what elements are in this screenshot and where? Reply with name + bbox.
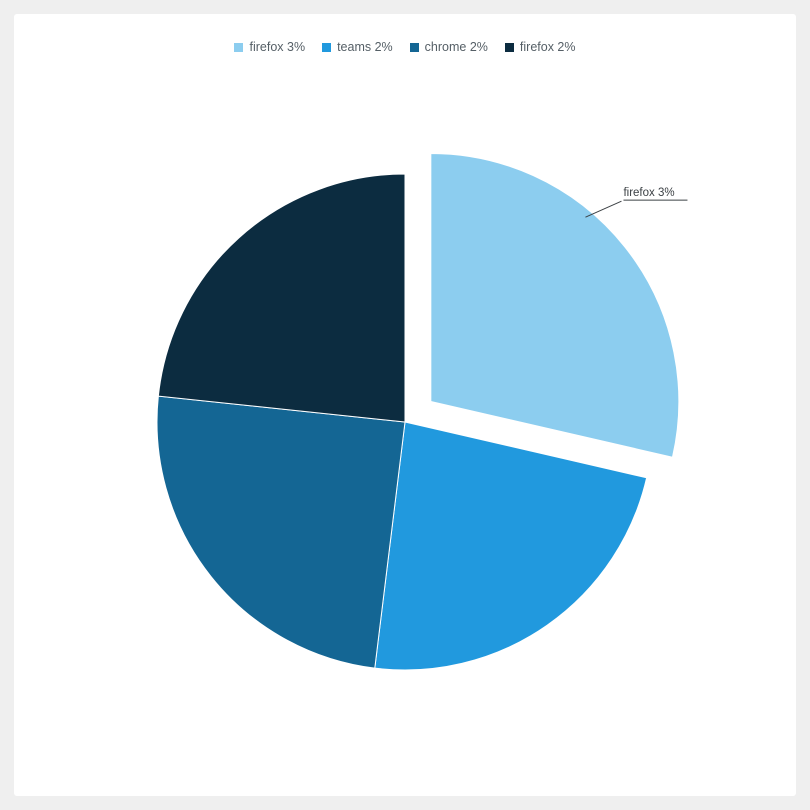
chart-legend: firefox 3% teams 2% chrome 2% firefox 2%: [14, 41, 796, 54]
legend-swatch-firefox-3: [234, 42, 244, 52]
pie-slice[interactable]: [374, 421, 648, 671]
legend-item[interactable]: firefox 3%: [234, 41, 305, 54]
pie-chart-svg: firefox 3%: [156, 152, 688, 671]
legend-item-label: chrome 2%: [424, 40, 488, 54]
chart-card: firefox 3% teams 2% chrome 2% firefox 2% fi…: [14, 14, 796, 796]
legend-item[interactable]: firefox 2%: [504, 40, 576, 54]
pie-slice-group: [156, 152, 680, 671]
legend-item-label: firefox 2%: [519, 40, 576, 54]
legend-item[interactable]: teams 2%: [322, 41, 393, 54]
pie-slice[interactable]: [157, 173, 406, 423]
legend-item[interactable]: chrome 2%: [409, 40, 488, 54]
legend-swatch-firefox-2: [504, 42, 514, 52]
legend-swatch-chrome-2: [409, 42, 419, 52]
pie-chart-plot-area: firefox 3%: [14, 14, 796, 796]
legend-item-label: firefox 3%: [249, 40, 306, 54]
annotation-label: firefox 3%: [623, 187, 674, 199]
annotation-leader-line: [585, 200, 622, 218]
legend-item-label: teams 2%: [337, 40, 393, 54]
legend-swatch-teams-2: [322, 42, 332, 52]
annotation-group: firefox 3%: [585, 187, 688, 218]
pie-slice[interactable]: [430, 152, 680, 458]
pie-slice[interactable]: [156, 395, 406, 669]
